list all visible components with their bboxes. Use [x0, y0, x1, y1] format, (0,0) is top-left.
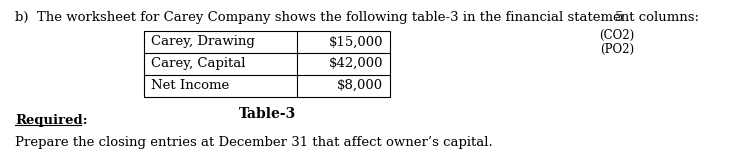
Text: Prepare the closing entries at December 31 that affect owner’s capital.: Prepare the closing entries at December … [15, 136, 493, 149]
Text: $8,000: $8,000 [337, 79, 383, 92]
Text: Carey, Capital: Carey, Capital [151, 57, 245, 70]
Text: $15,000: $15,000 [329, 35, 383, 48]
Text: (CO2): (CO2) [599, 29, 634, 42]
Text: Carey, Drawing: Carey, Drawing [151, 35, 255, 48]
Text: Required:: Required: [15, 114, 88, 127]
Text: (PO2): (PO2) [600, 43, 634, 56]
Text: 5: 5 [615, 11, 623, 24]
Text: Table-3: Table-3 [239, 106, 296, 121]
Bar [144, 31, 390, 97]
Text: b)  The worksheet for Carey Company shows the following table-3 in the financial: b) The worksheet for Carey Company shows… [15, 11, 700, 24]
Text: Net Income: Net Income [151, 79, 229, 92]
Text: $42,000: $42,000 [329, 57, 383, 70]
